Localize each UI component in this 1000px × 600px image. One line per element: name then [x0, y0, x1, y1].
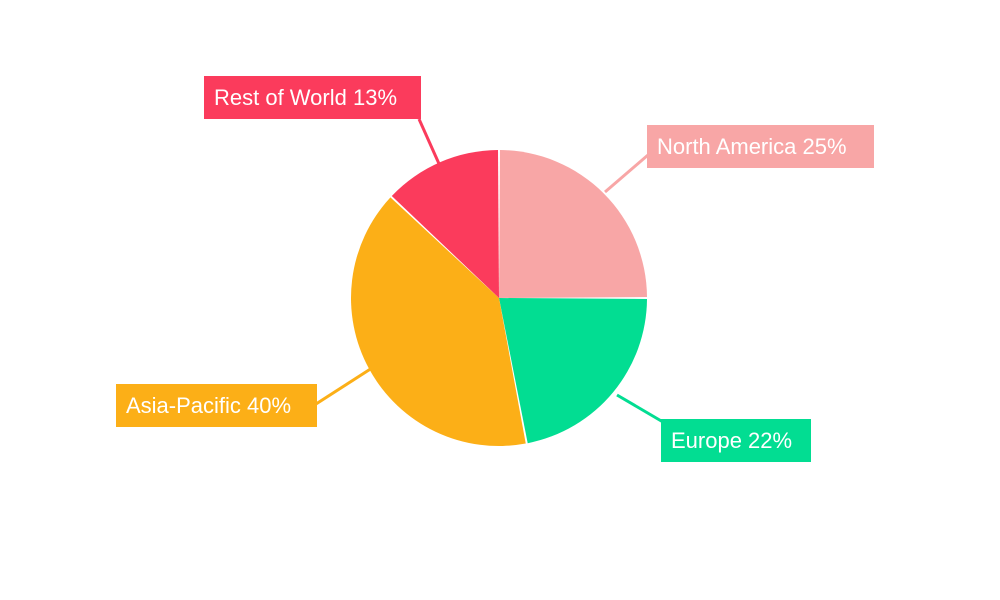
pie-label-text: Asia-Pacific 40% — [126, 393, 292, 418]
pie-label-europe[interactable]: Europe 22% — [661, 419, 811, 462]
leader-line-group — [315, 118, 664, 424]
pie-slice-north-america[interactable] — [499, 150, 647, 298]
leader-line-rest-of-world — [417, 118, 442, 167]
leader-line-north-america — [604, 153, 649, 194]
pie-label-north-america[interactable]: North America 25% — [647, 125, 874, 168]
pie-label-text: Europe 22% — [671, 428, 793, 453]
pie-label-asia-pacific[interactable]: Asia-Pacific 40% — [116, 384, 317, 427]
pie-label-text: North America 25% — [657, 134, 847, 159]
pie-slice-group — [351, 150, 647, 446]
leader-line-asia-pacific — [315, 366, 373, 406]
pie-slice-europe[interactable] — [499, 298, 647, 444]
pie-label-rest-of-world[interactable]: Rest of World 13% — [204, 76, 421, 119]
pie-slice-rest-of-world[interactable] — [391, 150, 499, 298]
pie-slice-asia-pacific[interactable] — [351, 197, 526, 446]
leader-line-europe — [616, 393, 664, 424]
pie-label-text: Rest of World 13% — [214, 85, 398, 110]
